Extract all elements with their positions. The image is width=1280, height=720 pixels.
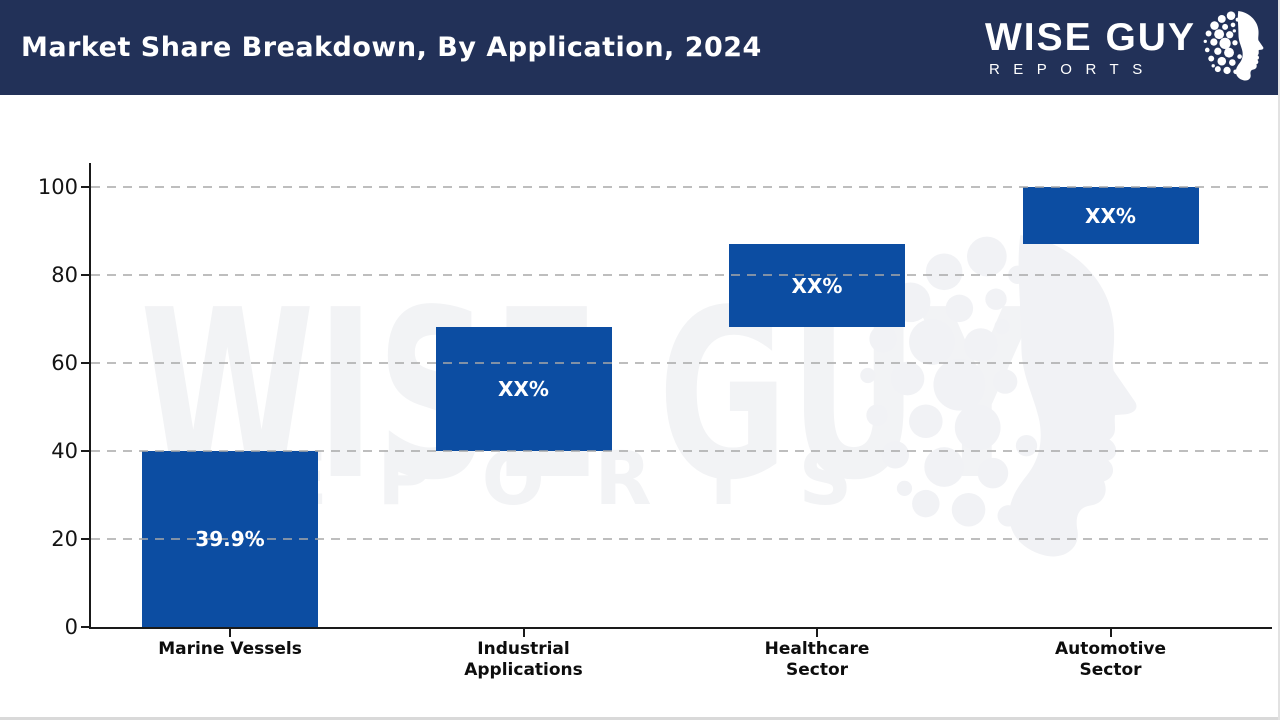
logo-wordmark: WISE GUY [984,15,1196,59]
bar-value-label-3: XX% [1085,203,1136,228]
bar-value-label-0: 39.9% [195,527,265,552]
category-label-1: Industrial Applications [464,639,583,680]
gridline-40 [91,450,1272,452]
header: Market Share Breakdown, By Application, … [0,0,1280,95]
gridline-80 [91,274,1272,276]
y-tick-label-100: 100 [37,175,78,199]
y-tick-100 [81,186,89,188]
category-label-3: Automotive Sector [1054,639,1167,680]
y-tick-label-20: 20 [51,527,78,551]
gridline-60 [91,362,1272,364]
x-tick-0 [229,629,231,637]
category-label-0: Marine Vessels [158,639,302,659]
page-title: Market Share Breakdown, By Application, … [21,32,762,63]
logo-subtitle: REPORTS [988,60,1156,78]
bar-3 [1022,187,1199,245]
y-tick-80 [81,274,89,276]
logo-head-icon [1200,9,1266,87]
gridline-100 [91,186,1272,188]
y-tick-20 [81,538,89,540]
y-tick-label-40: 40 [51,439,78,463]
x-axis-spine [89,627,1272,629]
y-tick-label-0: 0 [64,615,78,639]
x-tick-2 [816,629,818,637]
x-tick-1 [522,629,525,637]
logo-text: WISE GUY REPORTS [985,18,1196,78]
y-axis-spine [89,163,91,629]
bar-value-label-1: XX% [498,377,549,402]
y-tick-label-80: 80 [51,263,78,287]
y-tick-0 [81,626,89,628]
y-tick-40 [81,450,89,452]
y-tick-label-60: 60 [51,351,78,375]
bar-1 [435,326,612,452]
x-tick-3 [1109,629,1112,637]
bar-value-label-2: XX% [791,273,843,298]
bar-2 [729,244,905,327]
y-tick-60 [81,362,89,364]
category-label-2: Healthcare Sector [764,639,870,680]
gridline-20 [91,538,1272,540]
wise-guy-logo: WISE GUY REPORTS [985,0,1280,95]
